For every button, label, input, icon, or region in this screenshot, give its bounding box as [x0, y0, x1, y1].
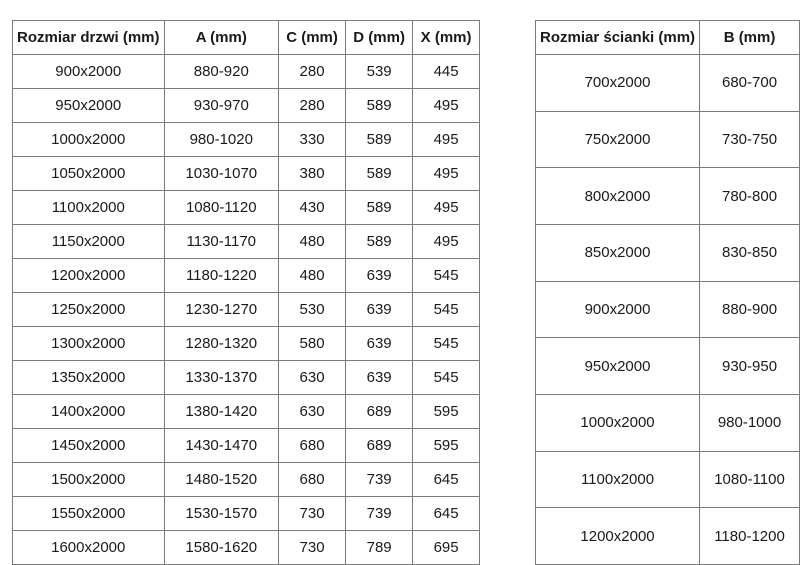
table-row: 1100x2000 1080-1120 430 589 495	[13, 191, 480, 225]
table-row: 750x2000 730-750	[536, 111, 800, 168]
table-row: 850x2000 830-850	[536, 224, 800, 281]
table-row: 950x2000 930-950	[536, 338, 800, 395]
table-row: 1300x2000 1280-1320 580 639 545	[13, 327, 480, 361]
tables-container: Rozmiar drzwi (mm) A (mm) C (mm) D (mm) …	[12, 20, 800, 565]
table-row: 950x2000 930-970 280 589 495	[13, 89, 480, 123]
table-left-header-4: X (mm)	[413, 21, 480, 55]
table-row: 1000x2000 980-1020 330 589 495	[13, 123, 480, 157]
table-row: 1000x2000 980-1000	[536, 394, 800, 451]
table-row: 1200x2000 1180-1200	[536, 508, 800, 565]
table-row: 1600x2000 1580-1620 730 789 695	[13, 531, 480, 565]
table-left-header-2: C (mm)	[279, 21, 346, 55]
table-row: 1100x2000 1080-1100	[536, 451, 800, 508]
table-left-header-3: D (mm)	[346, 21, 413, 55]
table-row: 1450x2000 1430-1470 680 689 595	[13, 429, 480, 463]
table-row: 1150x2000 1130-1170 480 589 495	[13, 225, 480, 259]
table-left-header-row: Rozmiar drzwi (mm) A (mm) C (mm) D (mm) …	[13, 21, 480, 55]
table-row: 900x2000 880-920 280 539 445	[13, 55, 480, 89]
table-row: 1350x2000 1330-1370 630 639 545	[13, 361, 480, 395]
table-row: 1400x2000 1380-1420 630 689 595	[13, 395, 480, 429]
table-row: 1500x2000 1480-1520 680 739 645	[13, 463, 480, 497]
table-row: 1050x2000 1030-1070 380 589 495	[13, 157, 480, 191]
door-size-table: Rozmiar drzwi (mm) A (mm) C (mm) D (mm) …	[12, 20, 480, 565]
table-row: 900x2000 880-900	[536, 281, 800, 338]
table-row: 1250x2000 1230-1270 530 639 545	[13, 293, 480, 327]
table-row: 700x2000 680-700	[536, 55, 800, 112]
wall-size-table: Rozmiar ścianki (mm) B (mm) 700x2000 680…	[535, 20, 800, 565]
table-right-header-row: Rozmiar ścianki (mm) B (mm)	[536, 21, 800, 55]
table-row: 800x2000 780-800	[536, 168, 800, 225]
table-row: 1200x2000 1180-1220 480 639 545	[13, 259, 480, 293]
table-right-header-1: B (mm)	[700, 21, 800, 55]
table-row: 1550x2000 1530-1570 730 739 645	[13, 497, 480, 531]
table-right-header-0: Rozmiar ścianki (mm)	[536, 21, 700, 55]
table-left-header-0: Rozmiar drzwi (mm)	[13, 21, 165, 55]
table-left-header-1: A (mm)	[164, 21, 279, 55]
table-right-body: 700x2000 680-700 750x2000 730-750 800x20…	[536, 55, 800, 565]
table-left-body: 900x2000 880-920 280 539 445 950x2000 93…	[13, 55, 480, 565]
